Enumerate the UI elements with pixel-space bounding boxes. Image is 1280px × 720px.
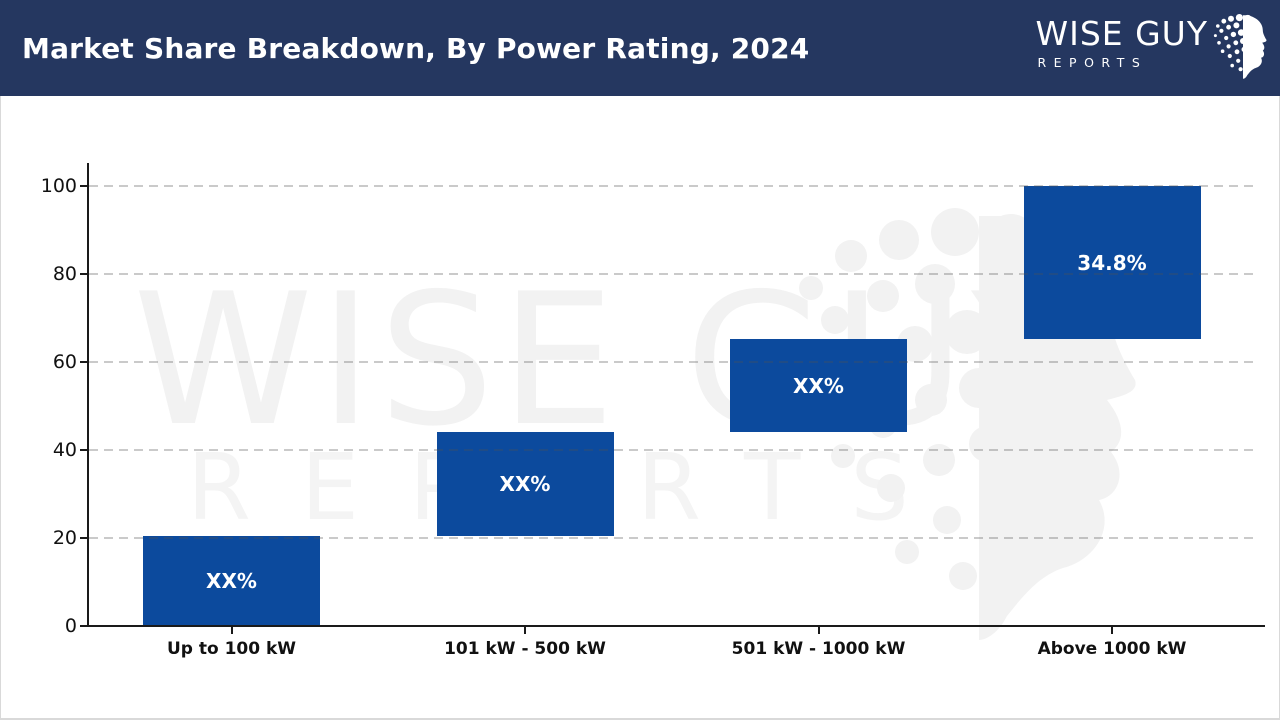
brand-logo: WISE GUY REPORTS (1020, 0, 1270, 96)
gridline-y60 (89, 361, 1259, 363)
page-title: Market Share Breakdown, By Power Rating,… (22, 31, 810, 65)
logo-line2: REPORTS (1037, 55, 1148, 70)
y-tick-mark (80, 625, 88, 627)
y-tick-label: 100 (40, 175, 77, 197)
gridline-y80 (89, 273, 1259, 275)
y-tick-label: 80 (52, 263, 77, 285)
gridline-y40 (89, 449, 1259, 451)
y-tick-label: 40 (52, 439, 77, 461)
bar-value-label: XX% (499, 472, 551, 497)
x-axis-line (87, 625, 1265, 627)
bar-value-label: 34.8% (1077, 250, 1147, 275)
logo-line1: WISE GUY (1035, 14, 1208, 53)
x-tick-mark (1111, 627, 1113, 634)
y-tick-mark (80, 361, 88, 363)
bar-value-label: XX% (793, 373, 844, 398)
bar-segment: 34.8% (1023, 186, 1201, 340)
x-category-label: Above 1000 kW (1037, 639, 1187, 659)
gridline-y20 (89, 537, 1259, 539)
bar-segment: XX% (436, 432, 614, 537)
y-tick-mark (80, 449, 88, 451)
gridline-y100 (89, 185, 1259, 187)
x-category-label: Up to 100 kW (166, 639, 297, 659)
x-category-label: 501 kW - 1000 kW (731, 639, 906, 659)
y-tick-mark (80, 185, 88, 187)
y-tick-label: 60 (52, 351, 77, 373)
y-axis-line (87, 163, 89, 627)
logo-wordmark: WISE GUY REPORTS (1035, 14, 1208, 71)
bar-value-label: XX% (206, 569, 257, 594)
x-tick-mark (817, 627, 820, 634)
y-tick-mark (80, 537, 88, 539)
x-tick-mark (230, 627, 233, 634)
x-tick-mark (524, 627, 526, 634)
y-tick-mark (80, 273, 88, 275)
header: Market Share Breakdown, By Power Rating,… (0, 0, 1280, 96)
y-tick-label: 0 (64, 615, 77, 637)
bar-segment: XX% (730, 339, 907, 433)
y-tick-label: 20 (52, 527, 77, 549)
bar-segment: XX% (143, 536, 320, 626)
x-category-label: 101 kW - 500 kW (444, 639, 606, 659)
